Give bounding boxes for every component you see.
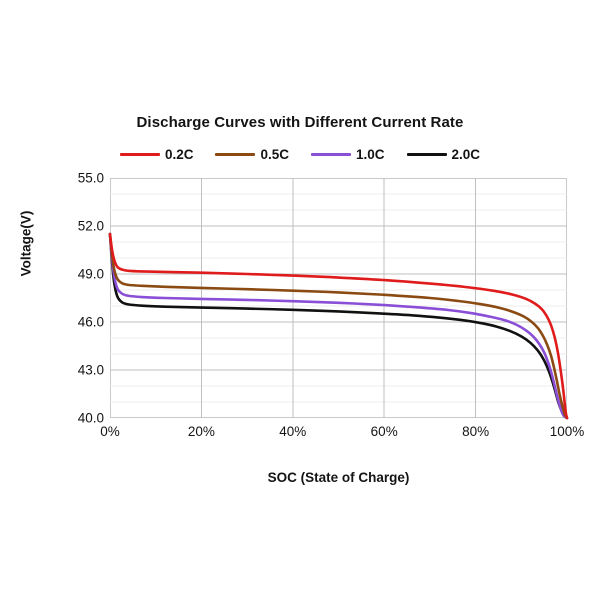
x-tick-label: 0% <box>100 424 120 439</box>
legend-color-swatch <box>406 153 447 157</box>
y-axis-tick-labels: 55.0 52.0 49.0 46.0 43.0 40.0 <box>0 171 104 426</box>
x-tick-label: 20% <box>187 424 215 439</box>
legend-item[interactable]: 1.0C <box>311 148 385 162</box>
legend-label: 0.2C <box>164 147 194 162</box>
curve-0.5c <box>108 232 569 420</box>
x-tick-label: 100% <box>549 424 585 439</box>
legend-item[interactable]: 0.5C <box>215 148 289 162</box>
y-tick-label: 52.0 <box>77 218 104 234</box>
y-tick-label: 43.0 <box>77 362 104 378</box>
legend-color-swatch <box>119 153 160 157</box>
legend-label: 2.0C <box>451 147 481 162</box>
data-curves <box>108 232 569 420</box>
legend-color-swatch <box>311 153 351 157</box>
y-tick-label: 46.0 <box>77 314 104 330</box>
x-tick-label: 80% <box>462 424 490 439</box>
curve-0.2c <box>108 232 569 420</box>
y-tick-label: 49.0 <box>77 266 104 282</box>
chart-legend: 0.2C 0.5C 1.0C 2.0C <box>0 148 600 162</box>
legend-color-swatch <box>215 153 256 157</box>
legend-label: 1.0C <box>356 147 385 162</box>
curve-2.0c <box>108 232 569 420</box>
y-tick-label: 55.0 <box>77 170 104 186</box>
chart-title: Discharge Curves with Different Current … <box>136 114 464 131</box>
x-axis-title: SOC (State of Charge) <box>267 470 410 485</box>
legend-item[interactable]: 2.0C <box>406 147 481 162</box>
legend-label: 0.5C <box>260 147 289 162</box>
y-tick-label: 40.0 <box>77 410 104 426</box>
x-tick-label: 60% <box>370 424 398 439</box>
legend-item[interactable]: 0.2C <box>119 147 194 162</box>
x-axis-tick-labels: 0% 20% 40% 60% 80% 100% <box>100 424 584 446</box>
x-tick-label: 40% <box>279 424 307 439</box>
curve-1.0c <box>108 232 569 420</box>
plot-wrapper <box>108 178 569 420</box>
